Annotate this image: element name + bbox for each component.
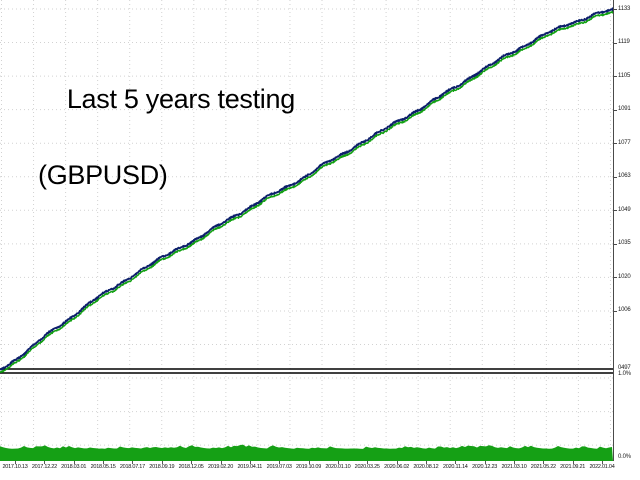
date-axis-label: 2018.05.15 [90, 464, 116, 470]
value-axis-label-secondary: 0.0% [618, 454, 631, 460]
date-axis-tick [249, 461, 251, 464]
date-axis-tick [103, 461, 105, 464]
value-axis-label-secondary: 0497 [618, 365, 631, 371]
title-line-2: (GBPUSD) [38, 160, 168, 190]
date-axis-label: 2020.12.23 [472, 464, 498, 470]
value-axis-tick [613, 109, 617, 111]
date-axis-tick [279, 461, 281, 464]
equity-chart-plot-area [0, 0, 613, 461]
date-axis-label: 2019.07.03 [266, 464, 292, 470]
date-axis-label: 2017.10.13 [2, 464, 28, 470]
date-axis-tick [543, 461, 545, 464]
zero-reference-line [0, 368, 613, 374]
value-axis-tick [613, 277, 617, 279]
date-axis-tick [220, 461, 222, 464]
value-axis-tick [613, 143, 617, 145]
date-axis-tick [337, 461, 339, 464]
date-axis-tick [514, 461, 515, 464]
profit-bars-band [0, 444, 613, 461]
date-axis-label: 2020.06.02 [384, 464, 410, 470]
value-axis-label: 1105 [618, 72, 631, 79]
value-axis: 1133 1119 1105 1091 1077 1063 1049 1035 1020 1006… [613, 0, 640, 461]
value-axis-label: 1063 [618, 173, 631, 180]
date-axis-tick [308, 461, 310, 464]
date-axis-label: 2021.09.21 [560, 464, 586, 470]
value-axis-tick [613, 243, 617, 245]
date-axis-label: 2020.03.25 [354, 464, 380, 470]
date-axis-tick [396, 461, 398, 464]
value-axis-label: 1049 [618, 206, 631, 213]
date-axis-label: 2020.11.14 [442, 464, 468, 470]
date-axis-label: 2019.02.20 [207, 464, 234, 470]
balance-equity-curves [0, 7, 613, 373]
date-axis-tick [73, 461, 75, 464]
date-axis-tick [602, 461, 603, 464]
value-axis-tick [613, 210, 617, 212]
value-axis-line [613, 0, 614, 461]
date-axis-label: 2020.08.12 [413, 464, 439, 470]
value-axis-label: 1077 [618, 139, 631, 146]
value-axis-label: 1006 [618, 307, 631, 314]
date-axis-tick [455, 461, 457, 464]
date-axis-label: 2019.04.11 [237, 464, 263, 470]
date-axis-label: 2018.12.05 [178, 464, 204, 470]
date-axis-label: 2021.05.22 [530, 464, 556, 470]
title-line-1: Last 5 years testing [66, 84, 295, 114]
value-axis-label: 1091 [618, 106, 631, 113]
date-axis-tick [191, 461, 193, 464]
value-axis-label: 1119 [618, 39, 630, 46]
date-axis-label: 2018.09.19 [149, 464, 175, 470]
page-title: Last 5 years testing (GBPUSD) [38, 42, 295, 270]
date-axis-label: 2018.03.01 [61, 464, 87, 470]
date-axis-label: 2017.12.22 [31, 464, 57, 470]
value-axis-tick [613, 310, 617, 312]
value-axis-label-secondary: 1.0% [618, 371, 631, 377]
date-axis-tick [15, 461, 16, 464]
value-axis-label: 1035 [618, 240, 631, 247]
date-axis-tick [425, 461, 427, 464]
value-axis-label: 1020 [618, 273, 631, 280]
date-axis-label: 2020.01.10 [325, 464, 351, 470]
date-axis-tick [44, 461, 46, 464]
value-axis-tick [613, 9, 617, 10]
value-axis-tick [613, 76, 617, 78]
date-axis-tick [484, 461, 486, 464]
value-axis-tick [613, 42, 617, 44]
chart-gridlines [0, 0, 613, 461]
date-axis-label: 2019.10.09 [295, 464, 322, 470]
date-axis: 2017.10.13 2017.12.22 2018.03.01 2018.05.15… [0, 461, 615, 480]
date-axis-label: 2021.03.10 [501, 464, 527, 470]
date-axis-tick [161, 461, 163, 464]
date-axis-tick [132, 461, 134, 464]
value-axis-tick [613, 176, 617, 178]
date-axis-tick [367, 461, 369, 464]
value-axis-label: 1133 [618, 5, 631, 12]
date-axis-label: 2022.01.04 [589, 464, 615, 470]
date-axis-label: 2018.07.17 [119, 464, 145, 470]
date-axis-tick [572, 461, 574, 464]
